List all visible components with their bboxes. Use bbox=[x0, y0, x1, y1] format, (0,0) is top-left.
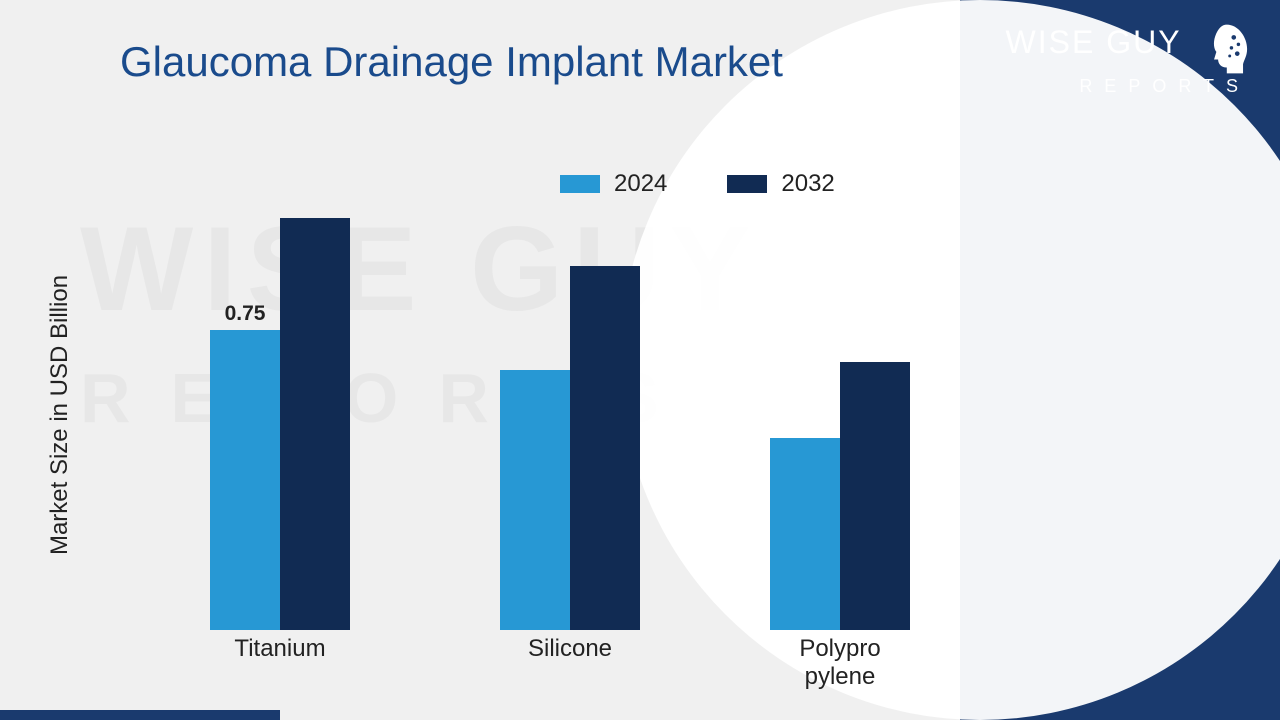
brand-logo: WISE GUY REPORTS bbox=[1006, 20, 1250, 97]
bar-pair bbox=[470, 210, 670, 630]
logo-text-line1: WISE GUY bbox=[1006, 24, 1182, 60]
logo-text-line2: REPORTS bbox=[1006, 76, 1250, 97]
bar-pair: 0.75 bbox=[180, 210, 380, 630]
bar-2024: 0.75 bbox=[210, 330, 280, 630]
y-axis-label: Market Size in USD Billion bbox=[46, 275, 74, 555]
category-label: Titanium bbox=[234, 635, 325, 663]
category-label: Polypro pylene bbox=[799, 635, 880, 690]
logo-head-icon bbox=[1192, 20, 1250, 78]
category-group: Silicone bbox=[470, 210, 670, 630]
chart-area: Market Size in USD Billion 0.75TitaniumS… bbox=[80, 150, 960, 680]
bar-2032 bbox=[280, 218, 350, 630]
bar-2032 bbox=[570, 266, 640, 630]
chart-title: Glaucoma Drainage Implant Market bbox=[120, 38, 783, 86]
category-label: Silicone bbox=[528, 635, 612, 663]
bar-2032 bbox=[840, 362, 910, 630]
category-group: 0.75Titanium bbox=[180, 210, 380, 630]
bar-pair bbox=[740, 210, 940, 630]
bar-2024 bbox=[500, 370, 570, 630]
page-root: WISE GUY REPORTS WISE GUY REPORTS Glauco… bbox=[0, 0, 1280, 720]
category-group: Polypro pylene bbox=[740, 210, 940, 630]
bar-value-label: 0.75 bbox=[225, 302, 266, 326]
bar-2024 bbox=[770, 438, 840, 630]
plot-region: 0.75Titanium Silicone Polypro pylene bbox=[140, 210, 960, 630]
right-brand-panel bbox=[960, 0, 1280, 720]
bottom-accent-strip bbox=[0, 710, 280, 720]
